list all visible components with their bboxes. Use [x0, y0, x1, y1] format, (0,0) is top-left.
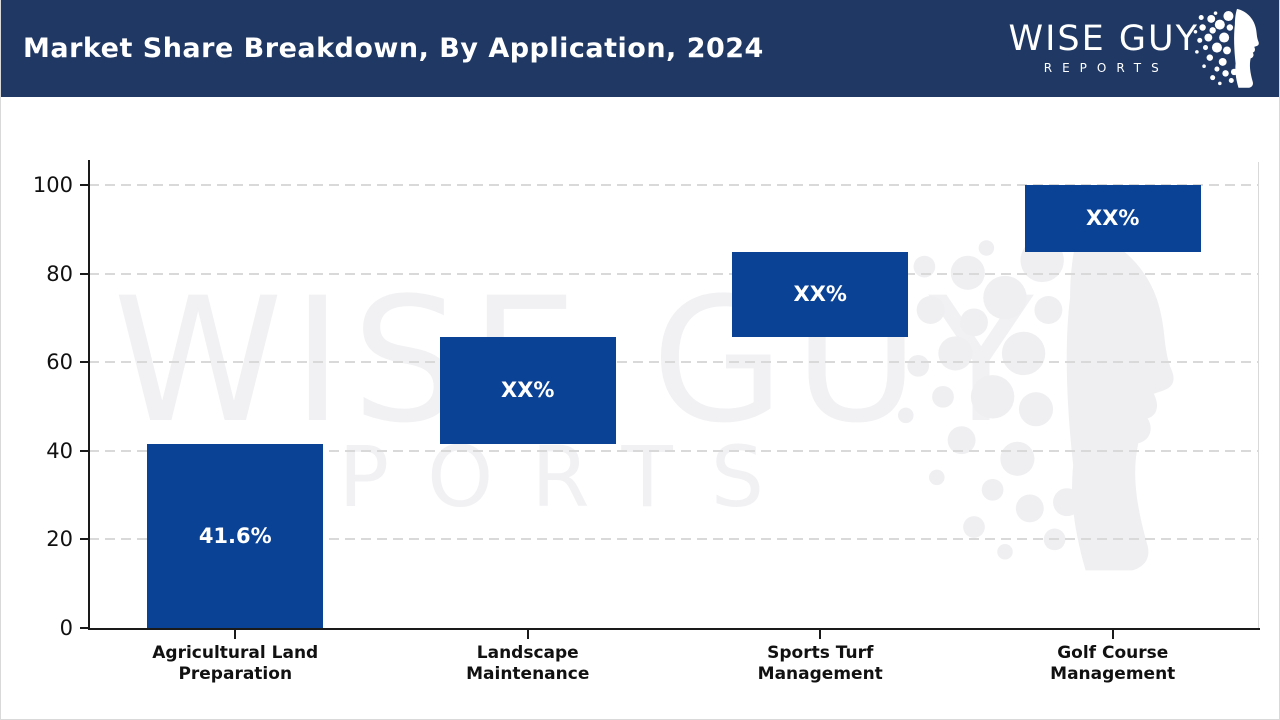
y-tick-label-60: 60 — [46, 350, 73, 375]
gridline-80 — [89, 272, 1259, 275]
wiseguy-head-icon — [1193, 8, 1259, 88]
bar-segment-3: XX% — [732, 251, 909, 337]
x-tick-3 — [819, 630, 822, 639]
bar-value-label: XX% — [1086, 206, 1140, 231]
category-label-2: Landscape Maintenance — [466, 643, 590, 685]
y-tick-label-20: 20 — [46, 527, 73, 552]
y-tick-label-40: 40 — [46, 438, 73, 463]
bar-value-label: XX% — [501, 378, 555, 403]
logo-text: WISE GUY REPORTS — [1008, 19, 1199, 76]
y-tick-0 — [80, 627, 88, 629]
y-tick-40 — [80, 449, 88, 452]
y-tick-label-0: 0 — [59, 616, 73, 640]
bar-segment-1: 41.6% — [147, 443, 324, 628]
x-tick-2 — [526, 630, 529, 639]
y-tick-label-80: 80 — [46, 261, 73, 286]
bar-segment-2: XX% — [439, 336, 616, 444]
gridline-40 — [89, 449, 1259, 452]
wiseguy-logo: WISE GUY REPORTS — [1008, 6, 1263, 92]
y-tick-100 — [80, 184, 88, 186]
gridline-20 — [89, 538, 1259, 541]
x-axis-line — [88, 628, 1260, 630]
watermark-head-icon — [891, 229, 1174, 571]
bar-segment-4: XX% — [1024, 185, 1201, 252]
header: Market Share Breakdown, By Application, … — [1, 0, 1279, 97]
logo-subtext: REPORTS — [1043, 61, 1169, 75]
y-tick-80 — [80, 272, 88, 275]
logo-wordmark: WISE GUY — [1008, 19, 1199, 59]
bar-value-label: 41.6% — [198, 523, 272, 548]
plot-area: 41.6% XX% XX% XX% — [89, 162, 1259, 628]
gridline-100 — [89, 184, 1259, 186]
x-tick-4 — [1111, 630, 1114, 639]
category-label-3: Sports Turf Management — [757, 643, 883, 685]
y-tick-60 — [80, 361, 88, 364]
bar-value-label: XX% — [793, 282, 847, 307]
x-tick-1 — [234, 630, 237, 639]
gridline-60 — [89, 361, 1259, 364]
y-tick-20 — [80, 538, 88, 541]
category-label-4: Golf Course Management — [1050, 643, 1176, 685]
report-title: Market Share Breakdown, By Application, … — [23, 33, 764, 64]
category-label-1: Agricultural Land Preparation — [152, 643, 319, 685]
y-tick-label-100: 100 — [32, 173, 73, 197]
plot-right-border — [1258, 162, 1259, 628]
y-axis-line — [88, 160, 90, 630]
chart-area: WISE GUY REPORTS 41.6%XX%XX%XX% 02040608… — [1, 97, 1279, 719]
